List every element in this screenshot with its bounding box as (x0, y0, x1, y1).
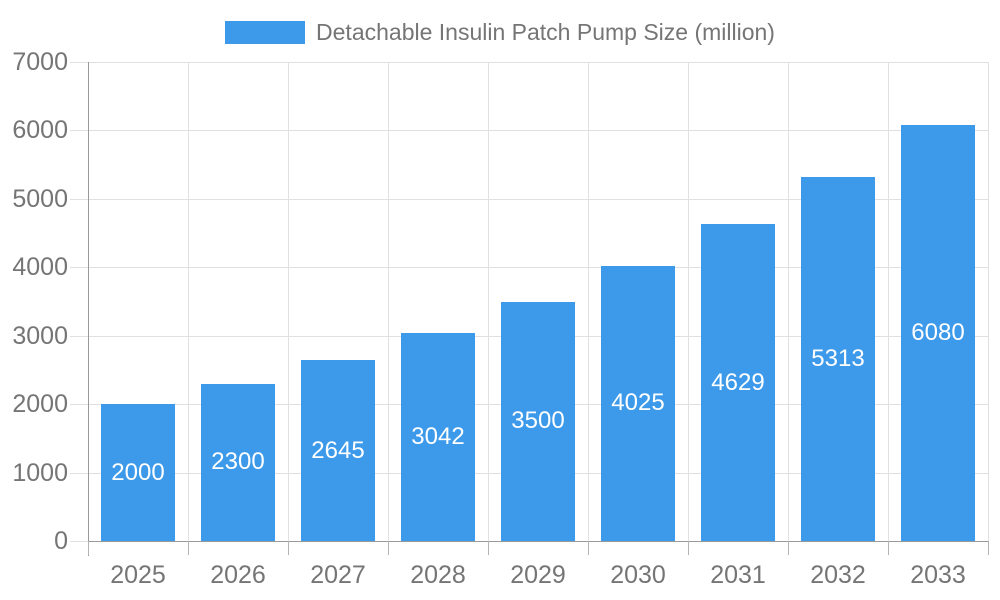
x-axis-tick (188, 541, 189, 555)
x-axis-tick (888, 541, 889, 555)
bar-2025[interactable] (101, 404, 175, 541)
x-axis-label: 2026 (210, 561, 266, 589)
y-axis-tick (70, 267, 88, 268)
x-axis-tick (488, 541, 489, 555)
bar-value-label: 4629 (711, 369, 765, 396)
bar-2028[interactable] (401, 333, 475, 541)
bar-value-label: 2000 (111, 459, 165, 486)
x-axis-tick (288, 541, 289, 555)
bar-2029[interactable] (501, 302, 575, 541)
bar-2031[interactable] (701, 224, 775, 541)
bar-value-label: 3042 (411, 423, 465, 450)
y-axis-label: 7000 (12, 48, 68, 76)
y-axis-line (88, 62, 89, 556)
bar-value-label: 6080 (911, 319, 965, 346)
x-gridline (188, 62, 189, 541)
bar-2027[interactable] (301, 360, 375, 541)
y-axis-tick (70, 541, 88, 542)
x-axis-tick (988, 541, 989, 555)
legend-label: Detachable Insulin Patch Pump Size (mill… (316, 18, 775, 45)
y-axis-tick (70, 130, 88, 131)
y-axis-label: 0 (54, 527, 68, 555)
bar-2030[interactable] (601, 266, 675, 541)
x-gridline (988, 62, 989, 541)
legend-swatch[interactable] (225, 20, 306, 44)
bar-2026[interactable] (201, 384, 275, 541)
x-gridline (888, 62, 889, 541)
bar-value-label: 2300 (211, 448, 265, 475)
y-axis-tick (70, 473, 88, 474)
x-axis-tick (588, 541, 589, 555)
x-axis-label: 2033 (910, 561, 966, 589)
x-gridline (588, 62, 589, 541)
x-axis-label: 2032 (810, 561, 866, 589)
y-gridline (88, 130, 988, 131)
bar-value-label: 5313 (811, 345, 865, 372)
x-axis-label: 2028 (410, 561, 466, 589)
y-axis-label: 3000 (12, 322, 68, 350)
x-axis-tick (688, 541, 689, 555)
x-axis-label: 2030 (610, 561, 666, 589)
x-axis-label: 2025 (110, 561, 166, 589)
y-gridline (88, 199, 988, 200)
y-axis-tick (70, 336, 88, 337)
x-axis-label: 2029 (510, 561, 566, 589)
x-gridline (288, 62, 289, 541)
y-gridline (88, 62, 988, 63)
y-axis-label: 5000 (12, 185, 68, 213)
legend[interactable]: Detachable Insulin Patch Pump Size (mill… (0, 16, 1000, 48)
y-axis-tick (70, 62, 88, 63)
x-gridline (388, 62, 389, 541)
bar-value-label: 3500 (511, 407, 565, 434)
x-gridline (788, 62, 789, 541)
x-axis-label: 2031 (710, 561, 766, 589)
bar-value-label: 4025 (611, 389, 665, 416)
y-axis-label: 4000 (12, 253, 68, 281)
y-gridline (88, 267, 988, 268)
bar-2032[interactable] (801, 177, 875, 541)
x-gridline (488, 62, 489, 541)
y-axis-tick (70, 199, 88, 200)
x-axis-tick (788, 541, 789, 555)
y-axis-label: 2000 (12, 390, 68, 418)
x-axis-tick (88, 541, 89, 555)
y-axis-label: 1000 (12, 459, 68, 487)
x-gridline (688, 62, 689, 541)
x-axis-line (88, 541, 988, 542)
bar-value-label: 2645 (311, 437, 365, 464)
x-axis-label: 2027 (310, 561, 366, 589)
y-axis-label: 6000 (12, 116, 68, 144)
y-axis-tick (70, 404, 88, 405)
x-axis-tick (388, 541, 389, 555)
bar-2033[interactable] (901, 125, 975, 541)
